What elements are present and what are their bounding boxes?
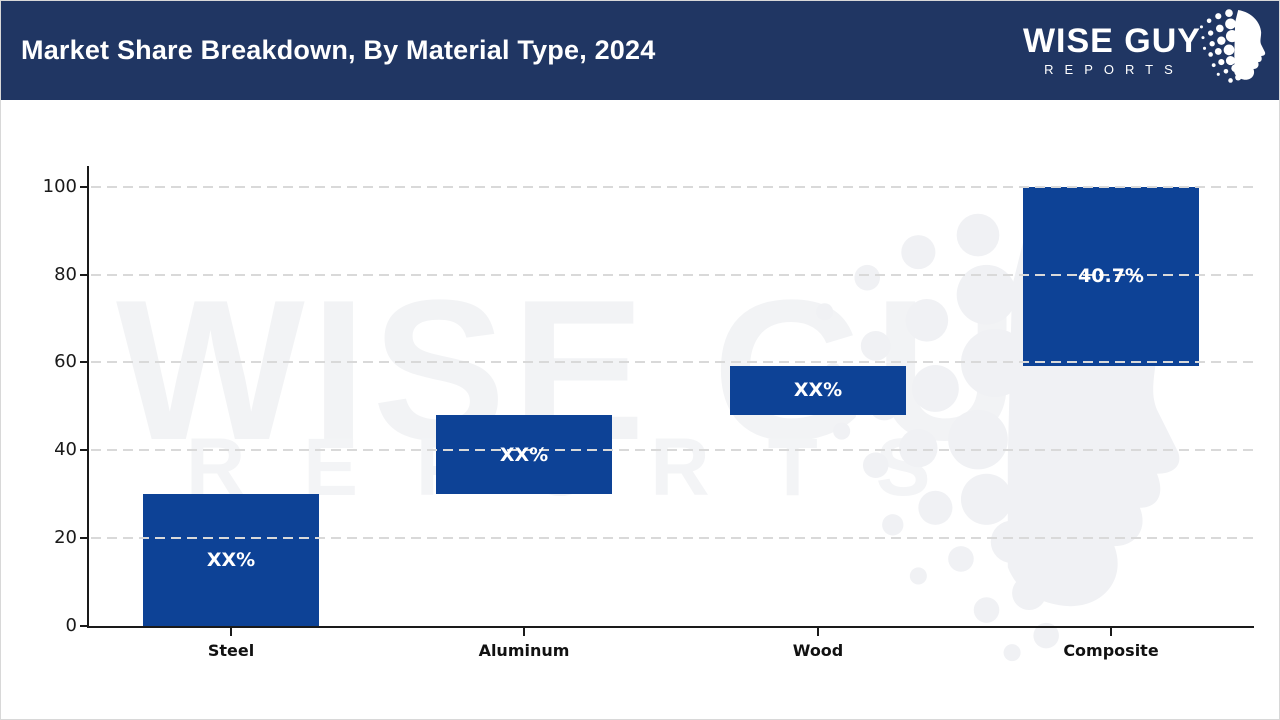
header-bar: Market Share Breakdown, By Material Type…: [1, 1, 1279, 100]
y-tick-label-100: 100: [42, 175, 77, 197]
brand-name: WISE GUY: [1022, 21, 1201, 60]
x-tick-wood: [817, 628, 819, 636]
x-tick-label-aluminum: Aluminum: [478, 641, 570, 660]
x-tick-steel: [230, 628, 232, 636]
gridline-100: [91, 185, 1254, 188]
bar-value-label-wood: XX%: [793, 379, 843, 402]
bar-value-label-steel: XX%: [206, 549, 256, 572]
y-tick-label-80: 80: [54, 263, 77, 285]
bar-steel: [143, 494, 319, 626]
y-tick-20: [80, 537, 87, 540]
x-axis-spine: [87, 626, 1254, 628]
y-tick-label-60: 60: [54, 351, 77, 373]
y-tick-label-20: 20: [54, 527, 77, 549]
y-tick-80: [80, 273, 87, 276]
x-tick-label-steel: Steel: [207, 641, 255, 660]
x-tick-composite: [1110, 628, 1112, 636]
x-tick-label-composite: Composite: [1063, 641, 1159, 660]
brand-logo: WISE GUY REPORTS: [1022, 7, 1279, 95]
brand-subname: REPORTS: [1044, 62, 1184, 78]
y-tick-label-0: 0: [65, 615, 77, 636]
bar-value-label-aluminum: XX%: [499, 443, 549, 466]
gridline-80: [91, 273, 1254, 276]
y-axis-spine: [87, 166, 89, 628]
x-tick-label-wood: Wood: [792, 641, 844, 660]
y-tick-60: [80, 361, 87, 364]
y-tick-0: [80, 625, 87, 627]
x-tick-aluminum: [523, 628, 525, 636]
bar-aluminum: [436, 415, 612, 495]
gridline-20: [91, 537, 1254, 540]
gridline-40: [91, 449, 1254, 452]
page-title: Market Share Breakdown, By Material Type…: [21, 35, 656, 65]
y-tick-100: [80, 185, 87, 188]
gridline-60: [91, 361, 1254, 364]
y-tick-label-40: 40: [54, 439, 77, 461]
bar-value-label-composite: 40.7%: [1078, 265, 1144, 288]
y-tick-40: [80, 449, 87, 452]
brand-logo-text: WISE GUY REPORTS: [1022, 21, 1201, 78]
brand-head-icon: [1199, 8, 1266, 83]
